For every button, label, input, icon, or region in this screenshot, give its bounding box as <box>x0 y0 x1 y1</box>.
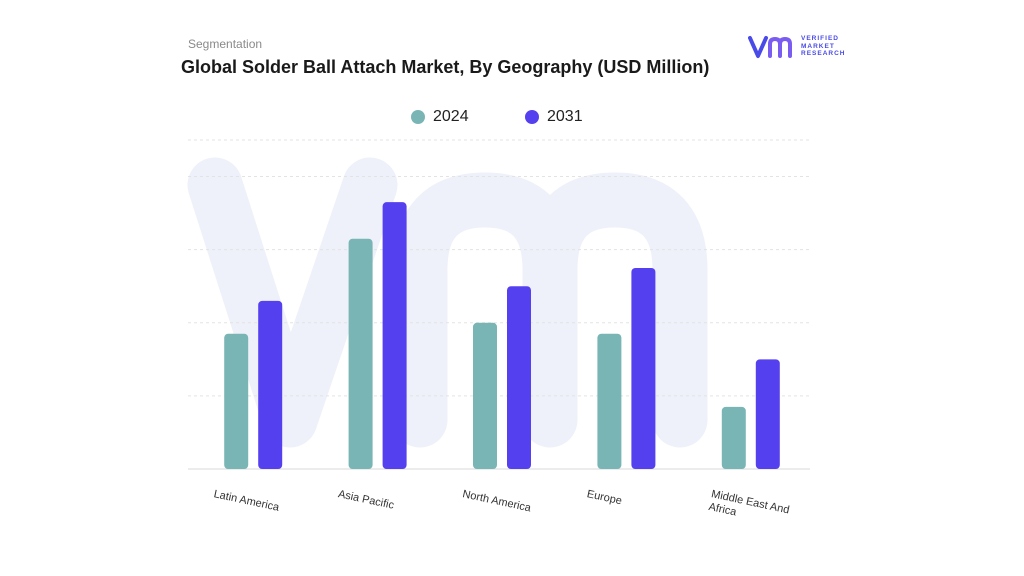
logo-line-3: RESEARCH <box>801 50 846 57</box>
bar-2024-asia-pacific <box>348 238 373 469</box>
bar-2024-north-america <box>473 322 497 469</box>
x-tick-label: Asia Pacific <box>337 488 396 512</box>
bar-2031-europe <box>631 267 656 469</box>
legend-dot-2024 <box>411 110 425 124</box>
watermark-path <box>187 157 708 448</box>
legend-item-2031: 2031 <box>525 108 583 126</box>
legend-label-2024: 2024 <box>433 108 469 125</box>
legend-item-2024: 2024 <box>411 108 469 126</box>
legend-dot-2031 <box>525 110 539 124</box>
logo-line-2: MARKET <box>801 42 835 50</box>
vmr-logo <box>748 34 852 60</box>
bar-2031-middle-east-and-africa <box>755 359 780 469</box>
bar-2024-latin-america <box>224 333 249 469</box>
bar-2031-north-america <box>507 286 531 469</box>
x-axis-labels: Latin America Asia Pacific North America Eu… <box>213 488 791 529</box>
chart-grid <box>188 139 810 470</box>
vmr-logo-mark <box>748 36 792 58</box>
logo-line-1: VERIFIED <box>801 35 839 42</box>
x-tick-label: Middle East AndAfrica <box>707 488 790 529</box>
x-tick-label: Latin America <box>213 488 282 514</box>
chart-bars <box>224 202 780 469</box>
x-tick-label: Europe <box>586 488 623 507</box>
bar-2024-middle-east-and-africa <box>721 406 746 469</box>
vmr-logo-text: VERIFIED MARKET RESEARCH <box>801 35 845 58</box>
watermark-logo <box>187 157 708 448</box>
chart-title: Global Solder Ball Attach Market, By Geo… <box>181 57 710 77</box>
chart-subtitle: Segmentation <box>188 37 263 51</box>
bar-2031-asia-pacific <box>382 202 407 469</box>
legend-label-2031: 2031 <box>547 108 583 125</box>
bar-2031-latin-america <box>258 300 283 469</box>
bar-2024-europe <box>597 333 622 469</box>
x-tick-label: North America <box>461 488 533 514</box>
chart-legend: 2024 2031 <box>0 108 1024 130</box>
